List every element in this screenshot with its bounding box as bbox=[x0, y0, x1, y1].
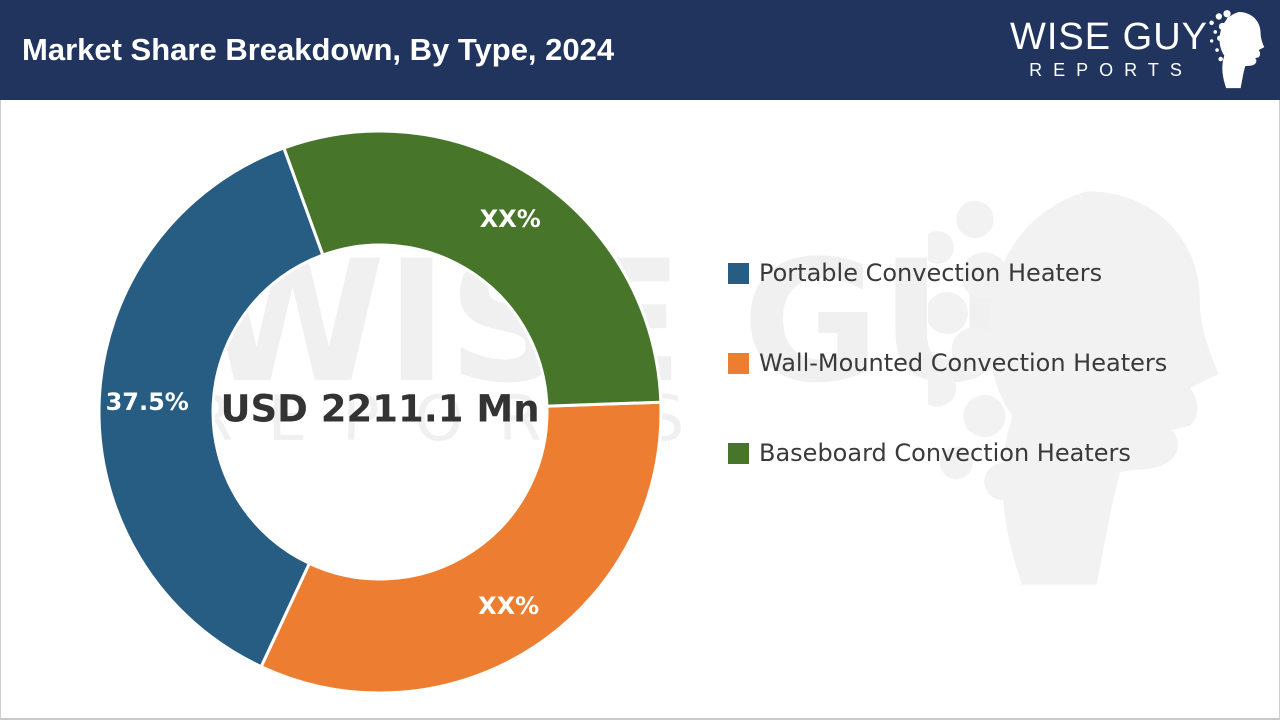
watermark-face-icon bbox=[928, 191, 1219, 585]
legend-swatch-3 bbox=[728, 442, 749, 464]
logo-subtitle: REPORTS bbox=[1029, 59, 1193, 80]
legend-item-2: Wall-Mounted Convection Heaters bbox=[728, 349, 1168, 377]
legend-swatch-2 bbox=[728, 352, 749, 374]
slice-label-1: 37.5% bbox=[105, 387, 189, 416]
legend-item-3: Baseboard Convection Heaters bbox=[728, 439, 1167, 467]
legend-label-2: Wall-Mounted Convection Heaters bbox=[759, 349, 1168, 377]
slice-label-2: XX% bbox=[478, 592, 540, 621]
logo-text: WISE GUY REPORTS bbox=[1009, 16, 1208, 81]
logo: WISE GUY REPORTS bbox=[1008, 4, 1270, 96]
logo-name: WISE GUY bbox=[1009, 16, 1208, 58]
center-value-label: USD 2211.1 Mn bbox=[220, 387, 540, 431]
legend-item-1: Portable Convection Heaters bbox=[728, 259, 1167, 287]
legend-swatch-1 bbox=[728, 262, 749, 284]
legend-label-3: Baseboard Convection Heaters bbox=[759, 439, 1131, 467]
slice-label-3: XX% bbox=[479, 204, 541, 233]
header-bar: Market Share Breakdown, By Type, 2024 WI… bbox=[0, 0, 1280, 100]
logo-face-icon bbox=[1209, 10, 1265, 89]
page-title: Market Share Breakdown, By Type, 2024 bbox=[22, 32, 615, 67]
legend: Portable Convection Heaters Wall-Mounted … bbox=[728, 259, 1168, 530]
legend-label-1: Portable Convection Heaters bbox=[759, 259, 1103, 287]
